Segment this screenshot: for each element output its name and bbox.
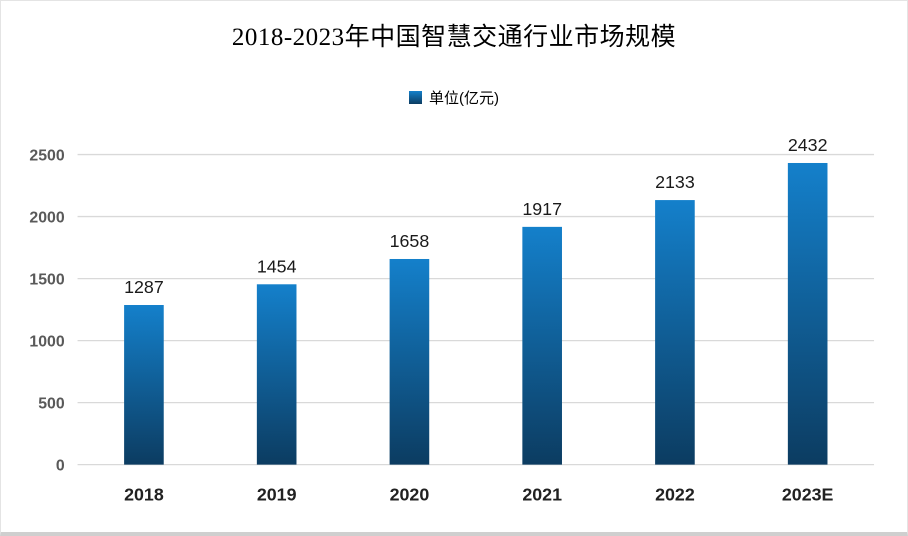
x-axis-tick-label: 2020 bbox=[390, 484, 430, 504]
y-axis-tick-label: 0 bbox=[56, 458, 65, 475]
x-axis-tick-label: 2023E bbox=[782, 484, 834, 504]
y-axis-tick-label: 1500 bbox=[29, 272, 64, 289]
chart-title: 2018-2023年中国智慧交通行业市场规模 bbox=[231, 24, 677, 51]
x-axis-tick-label: 2022 bbox=[655, 484, 695, 504]
x-axis-tick-label: 2021 bbox=[522, 484, 562, 504]
bar-value-labels: 1287 1454 1658 1917 2133 2432 bbox=[124, 135, 827, 297]
bar bbox=[522, 226, 562, 465]
y-axis-tick-label: 2500 bbox=[29, 147, 64, 164]
bar-value-label: 1287 bbox=[124, 277, 164, 297]
bar bbox=[389, 258, 430, 465]
gridlines bbox=[77, 153, 875, 466]
bar bbox=[655, 200, 695, 465]
bar bbox=[124, 305, 164, 465]
y-axis-tick-labels: 0 500 1000 1500 2000 2500 bbox=[29, 147, 64, 474]
bar-value-label: 2133 bbox=[655, 172, 695, 192]
bar-value-label: 1917 bbox=[522, 199, 562, 219]
legend-label: 单位(亿元) bbox=[429, 90, 499, 107]
legend-marker-icon bbox=[409, 91, 422, 104]
bar-value-label: 2432 bbox=[788, 135, 828, 155]
bar-series bbox=[124, 162, 828, 465]
y-axis-tick-label: 500 bbox=[38, 396, 65, 413]
bar bbox=[256, 284, 297, 465]
x-axis-tick-label: 2018 bbox=[124, 484, 164, 504]
x-axis-tick-label: 2019 bbox=[257, 484, 297, 504]
bar-value-label: 1454 bbox=[257, 256, 297, 276]
legend: 单位(亿元) bbox=[1, 87, 907, 108]
x-axis-tick-labels: 2018 2019 2020 2021 2022 2023E bbox=[124, 484, 833, 504]
y-axis-tick-label: 1000 bbox=[29, 334, 64, 351]
bar-value-label: 1658 bbox=[390, 231, 430, 251]
bar bbox=[787, 162, 828, 465]
y-axis-tick-label: 2000 bbox=[29, 210, 64, 227]
